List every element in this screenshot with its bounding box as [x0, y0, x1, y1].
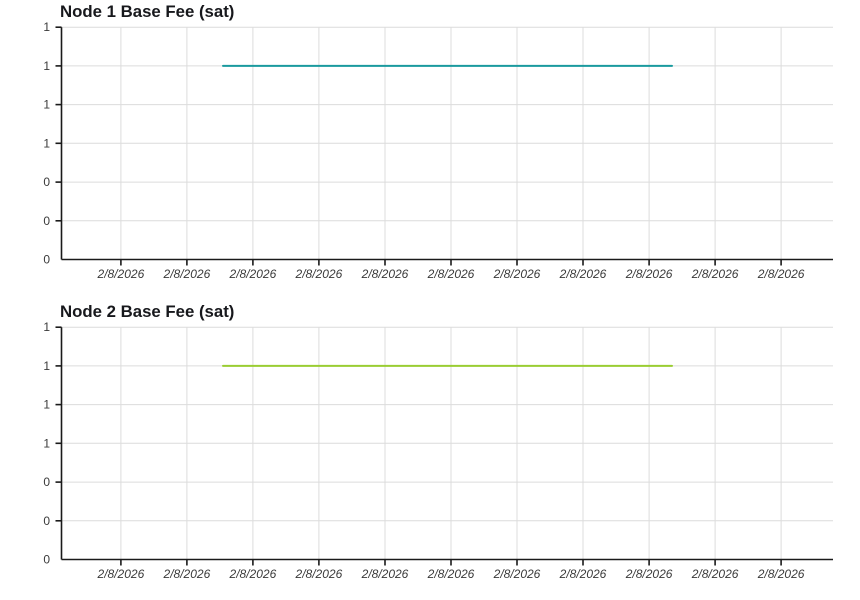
svg-text:0: 0: [43, 214, 50, 228]
svg-text:0: 0: [43, 514, 50, 528]
svg-text:2/8/2026: 2/8/2026: [493, 267, 541, 281]
svg-text:0: 0: [43, 253, 50, 267]
svg-text:2/8/2026: 2/8/2026: [625, 267, 673, 281]
svg-text:2/8/2026: 2/8/2026: [163, 267, 211, 281]
svg-text:1: 1: [43, 436, 50, 450]
svg-text:2/8/2026: 2/8/2026: [493, 567, 541, 581]
svg-text:1: 1: [43, 59, 50, 73]
svg-text:2/8/2026: 2/8/2026: [427, 567, 475, 581]
svg-text:1: 1: [43, 320, 50, 334]
svg-text:1: 1: [43, 359, 50, 373]
svg-text:2/8/2026: 2/8/2026: [97, 567, 145, 581]
svg-text:0: 0: [43, 553, 50, 567]
svg-text:0: 0: [43, 175, 50, 189]
svg-text:2/8/2026: 2/8/2026: [625, 567, 673, 581]
svg-text:2/8/2026: 2/8/2026: [229, 267, 277, 281]
svg-text:2/8/2026: 2/8/2026: [97, 267, 145, 281]
svg-text:2/8/2026: 2/8/2026: [295, 267, 343, 281]
svg-text:2/8/2026: 2/8/2026: [757, 567, 805, 581]
svg-text:2/8/2026: 2/8/2026: [559, 567, 607, 581]
svg-text:2/8/2026: 2/8/2026: [691, 567, 739, 581]
svg-text:2/8/2026: 2/8/2026: [427, 267, 475, 281]
svg-text:2/8/2026: 2/8/2026: [757, 267, 805, 281]
svg-text:2/8/2026: 2/8/2026: [295, 567, 343, 581]
svg-text:2/8/2026: 2/8/2026: [163, 567, 211, 581]
svg-text:0: 0: [43, 475, 50, 489]
svg-text:2/8/2026: 2/8/2026: [361, 567, 409, 581]
svg-text:2/8/2026: 2/8/2026: [229, 567, 277, 581]
svg-text:2/8/2026: 2/8/2026: [361, 267, 409, 281]
svg-text:1: 1: [43, 98, 50, 112]
svg-text:2/8/2026: 2/8/2026: [559, 267, 607, 281]
svg-text:2/8/2026: 2/8/2026: [691, 267, 739, 281]
svg-text:1: 1: [43, 136, 50, 150]
svg-text:1: 1: [43, 20, 50, 34]
svg-text:1: 1: [43, 398, 50, 412]
